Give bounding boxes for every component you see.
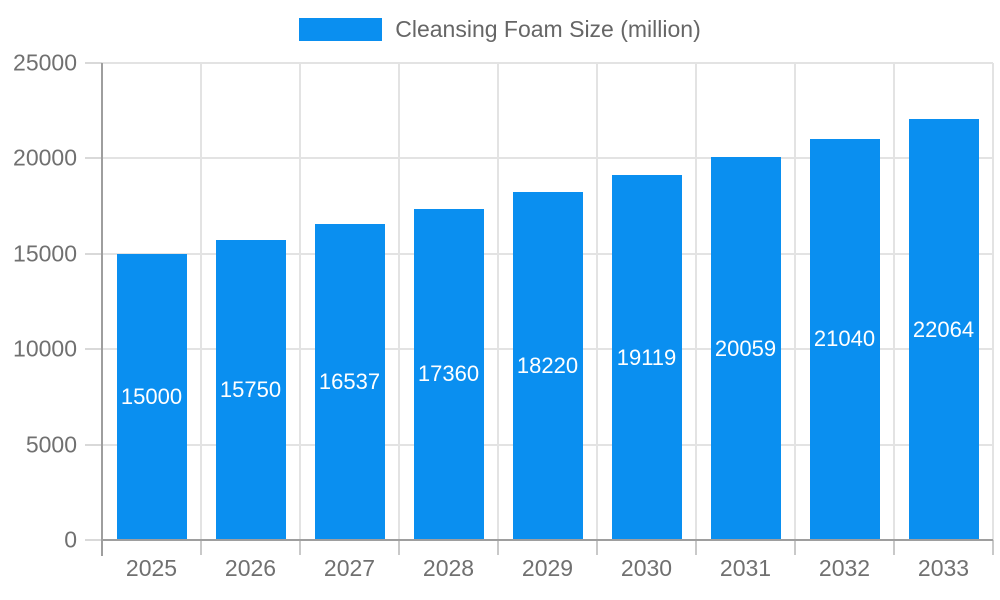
bar-value-label: 18220 xyxy=(516,353,579,379)
gridline-vertical xyxy=(695,63,697,540)
x-axis-tick xyxy=(200,540,202,555)
y-axis-label: 0 xyxy=(64,526,77,553)
y-axis-label: 15000 xyxy=(13,240,77,267)
x-axis-label: 2027 xyxy=(323,555,376,581)
bar-value-label: 15750 xyxy=(219,376,282,402)
bar-value-label: 22064 xyxy=(912,316,975,342)
bar[interactable]: 16537 xyxy=(314,224,385,540)
gridline-horizontal xyxy=(102,157,993,160)
gridline-horizontal xyxy=(102,62,993,64)
x-axis-label: 2032 xyxy=(818,555,871,581)
y-axis-label: 25000 xyxy=(13,49,77,76)
x-axis-line xyxy=(102,539,993,541)
bar[interactable]: 21040 xyxy=(809,138,880,540)
y-axis-tick xyxy=(85,443,102,446)
gridline-vertical xyxy=(299,63,301,540)
bar[interactable]: 15000 xyxy=(116,253,187,540)
x-axis-label: 2030 xyxy=(620,555,673,581)
x-axis-tick xyxy=(794,540,796,555)
bar[interactable]: 15750 xyxy=(215,239,286,540)
bar[interactable]: 19119 xyxy=(611,175,682,540)
gridline-vertical xyxy=(794,63,796,540)
y-axis-label: 20000 xyxy=(13,144,77,171)
gridline-vertical xyxy=(497,63,499,540)
x-axis-label: 2031 xyxy=(719,555,772,581)
legend-label: Cleansing Foam Size (million) xyxy=(395,16,701,42)
x-axis-tick xyxy=(398,540,400,555)
x-axis-tick xyxy=(299,540,301,555)
x-axis-tick xyxy=(893,540,895,555)
bar[interactable]: 22064 xyxy=(908,119,979,540)
bar-value-label: 15000 xyxy=(120,383,183,409)
gridline-vertical xyxy=(398,63,400,540)
x-axis-tick xyxy=(992,540,994,555)
y-axis-label: 10000 xyxy=(13,335,77,362)
bar[interactable]: 20059 xyxy=(710,157,781,540)
x-axis-label: 2026 xyxy=(224,555,277,581)
bar-value-label: 20059 xyxy=(714,335,777,361)
y-axis-tick xyxy=(85,157,102,160)
legend[interactable]: Cleansing Foam Size (million) xyxy=(0,18,1000,41)
x-axis-tick xyxy=(596,540,598,555)
bar-value-label: 21040 xyxy=(813,326,876,352)
bar[interactable]: 18220 xyxy=(512,192,583,540)
x-axis-tick xyxy=(695,540,697,555)
bar-value-label: 16537 xyxy=(318,369,381,395)
bar-value-label: 19119 xyxy=(616,344,677,370)
bar-value-label: 17360 xyxy=(417,361,480,387)
x-axis-label: 2028 xyxy=(422,555,475,581)
gridline-vertical xyxy=(992,63,994,540)
gridline-vertical xyxy=(893,63,895,540)
legend-swatch-icon xyxy=(299,18,383,41)
y-axis-line xyxy=(101,63,103,556)
x-axis-tick xyxy=(497,540,499,555)
y-axis-tick xyxy=(85,539,102,541)
y-axis-label: 5000 xyxy=(25,431,77,458)
y-axis-tick xyxy=(85,62,102,64)
x-axis-label: 2029 xyxy=(521,555,574,581)
x-axis-label: 2033 xyxy=(917,555,970,581)
x-axis-label: 2025 xyxy=(125,555,178,581)
plot-area: 0 5000 10000 15000 20000 25000 15000 2025 15750 2… xyxy=(13,51,994,580)
y-axis-tick xyxy=(85,348,102,351)
gridline-vertical xyxy=(200,63,202,540)
y-axis-tick xyxy=(85,252,102,255)
bar[interactable]: 17360 xyxy=(413,208,484,540)
gridline-vertical xyxy=(596,63,598,540)
